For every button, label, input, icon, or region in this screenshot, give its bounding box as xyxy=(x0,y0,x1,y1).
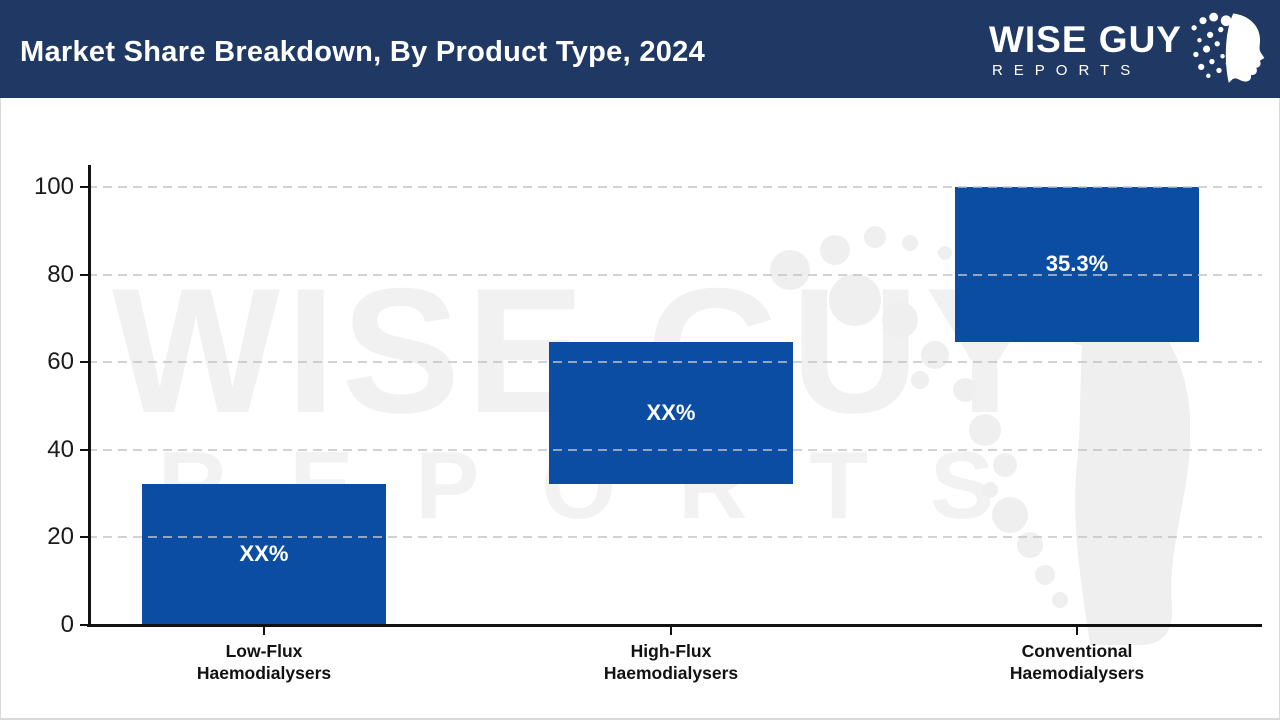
x-axis-tick xyxy=(1076,627,1078,635)
x-axis-tick xyxy=(263,627,265,635)
y-axis-tick-label: 60 xyxy=(47,348,74,376)
x-axis-line xyxy=(87,624,1262,627)
bar-segment xyxy=(142,483,386,625)
gridline xyxy=(88,186,1262,188)
bar-segment xyxy=(955,187,1199,342)
gridline xyxy=(88,448,1262,451)
x-axis-tick xyxy=(670,627,672,635)
y-axis-tick-label: 20 xyxy=(47,523,74,551)
header-bar: Market Share Breakdown, By Product Type,… xyxy=(0,0,1280,98)
page-title: Market Share Breakdown, By Product Type,… xyxy=(20,36,706,68)
gridline xyxy=(88,361,1262,364)
bar-value-label: XX% xyxy=(239,541,289,567)
y-axis-tick-label: 100 xyxy=(33,173,74,200)
gridline xyxy=(88,536,1262,539)
wise-guy-reports-logo: WISE GUY REPORTS xyxy=(989,10,1268,90)
y-axis-tick xyxy=(80,273,88,276)
y-axis-tick xyxy=(80,186,88,188)
y-axis-tick-label: 0 xyxy=(60,611,74,638)
x-axis-category-label: High-Flux Haemodialysers xyxy=(603,641,739,683)
x-axis-category-label: Low-Flux Haemodialysers xyxy=(196,641,332,683)
y-axis-tick xyxy=(80,536,88,539)
bar-segment xyxy=(549,341,793,484)
gridline xyxy=(88,273,1262,276)
logo-face-icon xyxy=(1191,12,1265,83)
y-axis-tick xyxy=(80,448,88,451)
x-axis-category-label: Conventional Haemodialysers xyxy=(1009,641,1145,683)
y-axis-line xyxy=(88,165,91,627)
bar-value-label: XX% xyxy=(646,399,696,425)
logo-subtitle: REPORTS xyxy=(991,62,1142,79)
y-axis-tick-label: 80 xyxy=(47,260,74,288)
y-axis-tick-label: 40 xyxy=(47,435,74,463)
y-axis-tick xyxy=(80,361,88,364)
y-axis-tick xyxy=(80,624,88,626)
logo-wordmark: WISE GUY xyxy=(988,19,1182,60)
bar-value-label: 35.3% xyxy=(1045,251,1109,277)
